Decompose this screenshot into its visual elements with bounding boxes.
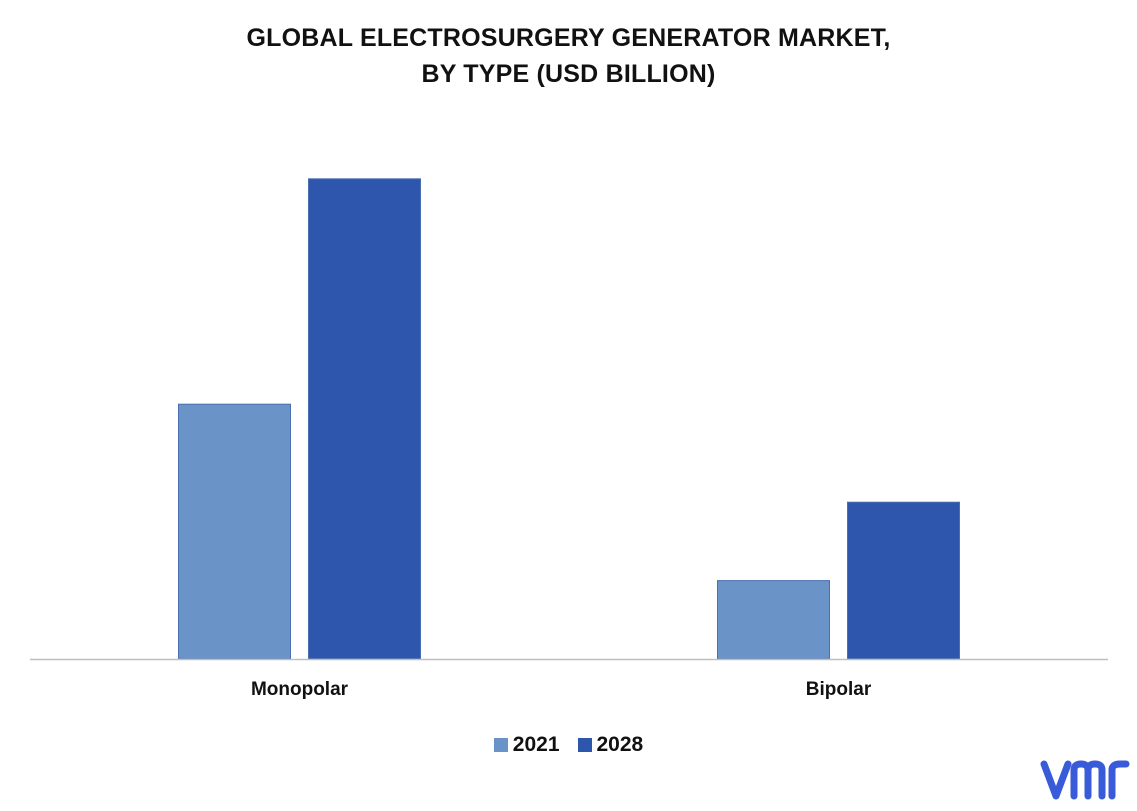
bar-chart: Monopolar Bipolar	[30, 178, 1108, 700]
x-tick-label-monopolar: Monopolar	[251, 679, 349, 700]
legend: 2021 2028	[0, 733, 1137, 757]
chart-title: GLOBAL ELECTROSURGERY GENERATOR MARKET, …	[0, 20, 1137, 92]
bar-monopolar-2021	[178, 403, 291, 660]
legend-swatch-2021	[493, 738, 508, 752]
chart-title-line-1: GLOBAL ELECTROSURGERY GENERATOR MARKET,	[246, 24, 891, 52]
legend-item-2028: 2028	[577, 733, 644, 757]
legend-item-2021: 2021	[493, 733, 560, 757]
chart-title-line-2: BY TYPE (USD BILLION)	[421, 60, 716, 88]
legend-swatch-2028	[577, 738, 592, 752]
bar-monopolar-2028	[308, 178, 421, 660]
x-tick-label-bipolar: Bipolar	[806, 679, 872, 700]
legend-label-2028: 2028	[596, 733, 644, 756]
bar-bipolar-2021	[717, 580, 830, 660]
legend-label-2021: 2021	[512, 733, 560, 756]
vmr-logo	[1040, 760, 1130, 800]
bar-bipolar-2028	[847, 501, 960, 660]
